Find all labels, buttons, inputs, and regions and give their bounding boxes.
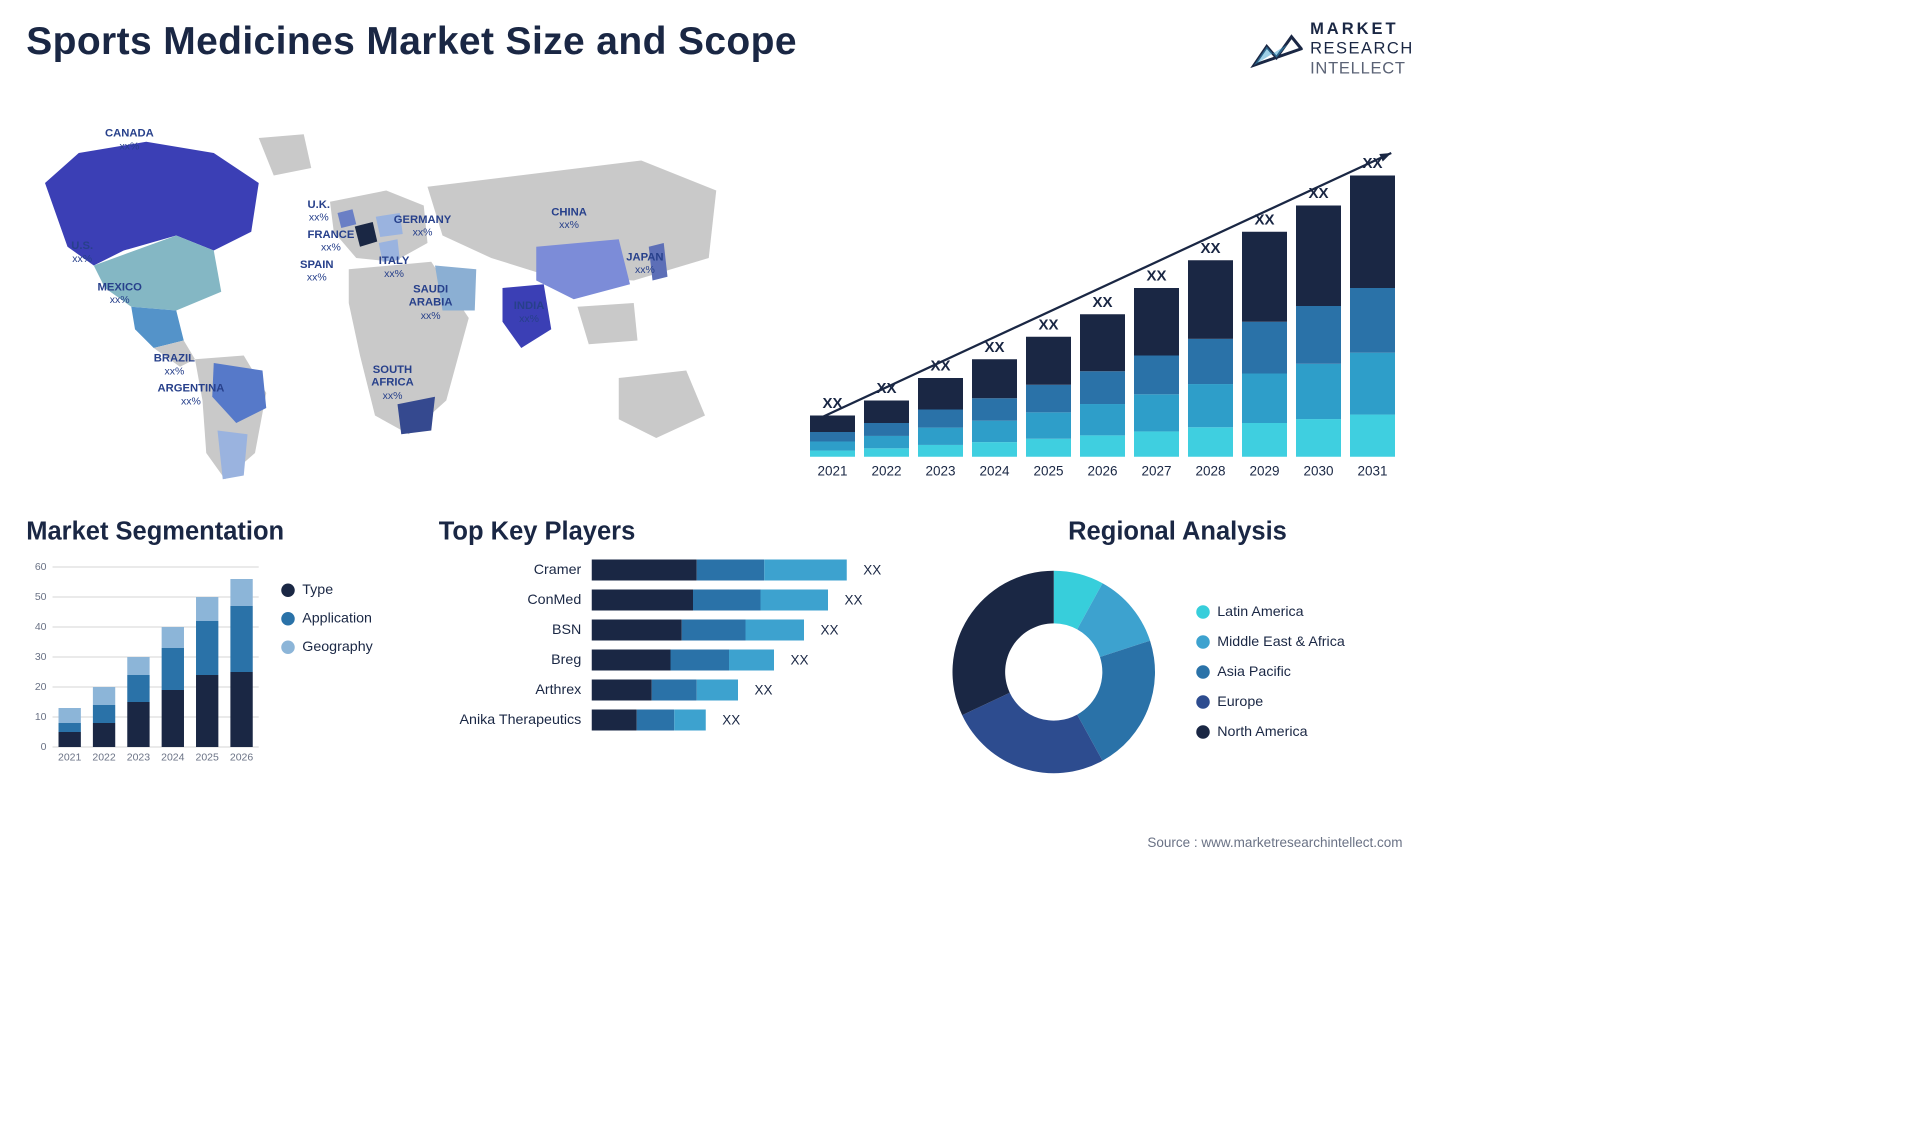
player-name: Anika Therapeutics <box>439 712 582 729</box>
svg-text:2024: 2024 <box>979 464 1010 479</box>
player-name: ConMed <box>439 592 582 609</box>
legend-item: Type <box>281 582 373 599</box>
svg-text:2025: 2025 <box>196 752 220 764</box>
growth-chart-panel: XX2021XX2022XX2023XX2024XX2025XX2026XX20… <box>776 101 1414 491</box>
svg-text:XX: XX <box>876 380 896 397</box>
players-chart: CramerXXConMedXXBSNXXBregXXArthrexXXAnik… <box>439 560 919 731</box>
map-label: SAUDIARABIAxx% <box>409 283 453 321</box>
legend-item: Asia Pacific <box>1196 664 1345 681</box>
map-label: BRAZILxx% <box>154 352 195 377</box>
source-text: Source : www.marketresearchintellect.com <box>1147 835 1402 851</box>
map-label: ITALYxx% <box>379 254 410 279</box>
player-value: XX <box>821 622 839 638</box>
player-value: XX <box>722 712 740 728</box>
map-label: SOUTHAFRICAxx% <box>371 363 414 401</box>
player-bar <box>592 710 706 731</box>
svg-text:XX: XX <box>1146 268 1166 285</box>
player-bar <box>592 560 847 581</box>
players-title: Top Key Players <box>439 517 919 546</box>
svg-text:XX: XX <box>1092 294 1112 311</box>
legend-item: North America <box>1196 724 1345 741</box>
player-row: Anika Therapeutics XX <box>439 710 919 731</box>
map-label: U.S.xx% <box>71 239 93 264</box>
player-name: BSN <box>439 622 582 639</box>
player-row: BSN XX <box>439 620 919 641</box>
svg-text:XX: XX <box>1254 211 1274 228</box>
player-bar <box>592 590 828 611</box>
player-value: XX <box>791 652 809 668</box>
brand-line1: MARKET <box>1310 19 1414 39</box>
svg-text:60: 60 <box>35 561 47 573</box>
map-label: FRANCExx% <box>308 228 355 253</box>
segmentation-title: Market Segmentation <box>26 517 416 546</box>
player-name: Arthrex <box>439 682 582 699</box>
map-label: U.K.xx% <box>308 198 331 223</box>
svg-text:2022: 2022 <box>871 464 901 479</box>
players-panel: Top Key Players CramerXXConMedXXBSNXXBre… <box>439 517 919 785</box>
legend-item: Latin America <box>1196 604 1345 621</box>
svg-text:2030: 2030 <box>1303 464 1333 479</box>
svg-text:2023: 2023 <box>127 752 151 764</box>
svg-text:2029: 2029 <box>1249 464 1279 479</box>
regional-title: Regional Analysis <box>941 517 1414 546</box>
map-label: INDIAxx% <box>514 299 545 324</box>
svg-text:10: 10 <box>35 711 47 723</box>
svg-text:2024: 2024 <box>161 752 185 764</box>
player-value: XX <box>845 592 863 608</box>
segmentation-legend: Type Application Geography <box>281 560 373 770</box>
player-row: Breg XX <box>439 650 919 671</box>
svg-text:2021: 2021 <box>817 464 847 479</box>
svg-text:20: 20 <box>35 681 47 693</box>
brand-line2: RESEARCH <box>1310 39 1414 59</box>
map-label: MEXICOxx% <box>98 281 142 306</box>
svg-text:2031: 2031 <box>1357 464 1387 479</box>
svg-text:2023: 2023 <box>925 464 955 479</box>
svg-text:2026: 2026 <box>230 752 254 764</box>
svg-text:0: 0 <box>41 741 47 753</box>
player-row: ConMed XX <box>439 590 919 611</box>
svg-text:2025: 2025 <box>1033 464 1063 479</box>
svg-text:XX: XX <box>1038 316 1058 333</box>
svg-text:2028: 2028 <box>1195 464 1225 479</box>
player-row: Cramer XX <box>439 560 919 581</box>
brand-icon <box>1250 28 1303 69</box>
svg-text:40: 40 <box>35 621 47 633</box>
brand-logo: MARKET RESEARCH INTELLECT <box>1250 19 1414 78</box>
segmentation-panel: Market Segmentation 0 10 20 30 40 50 60 2021 202… <box>26 517 416 785</box>
svg-text:30: 30 <box>35 651 47 663</box>
player-value: XX <box>755 682 773 698</box>
svg-text:50: 50 <box>35 591 47 603</box>
svg-text:2026: 2026 <box>1087 464 1117 479</box>
legend-item: Middle East & Africa <box>1196 634 1345 651</box>
player-bar <box>592 680 738 701</box>
regional-donut <box>941 560 1166 785</box>
page-title: Sports Medicines Market Size and Scope <box>26 19 797 64</box>
legend-item: Geography <box>281 639 373 656</box>
map-label: JAPANxx% <box>626 251 663 276</box>
map-label: SPAINxx% <box>300 258 334 283</box>
svg-text:2022: 2022 <box>92 752 116 764</box>
player-value: XX <box>863 562 881 578</box>
map-label: CANADAxx% <box>105 127 154 152</box>
map-label: GERMANYxx% <box>394 213 452 238</box>
player-name: Breg <box>439 652 582 669</box>
svg-text:2021: 2021 <box>58 752 82 764</box>
svg-text:XX: XX <box>1200 240 1220 257</box>
player-row: Arthrex XX <box>439 680 919 701</box>
map-label: ARGENTINAxx% <box>158 382 225 407</box>
map-label: CHINAxx% <box>551 206 587 231</box>
growth-chart: XX2021XX2022XX2023XX2024XX2025XX2026XX20… <box>791 101 1414 491</box>
regional-panel: Regional Analysis Latin America Middle Ea… <box>941 517 1414 785</box>
brand-line3: INTELLECT <box>1310 58 1414 78</box>
legend-item: Europe <box>1196 694 1345 711</box>
regional-legend: Latin America Middle East & Africa Asia Pa… <box>1196 604 1345 741</box>
player-bar <box>592 650 774 671</box>
svg-text:2027: 2027 <box>1141 464 1171 479</box>
segmentation-chart: 0 10 20 30 40 50 60 2021 2022 2023 2024 2025 2026 <box>26 560 266 770</box>
legend-item: Application <box>281 611 373 628</box>
player-name: Cramer <box>439 562 582 579</box>
world-map-panel: CANADAxx% U.S.xx%MEXICOxx% BRAZILxx% ARGENT… <box>26 101 746 491</box>
player-bar <box>592 620 804 641</box>
